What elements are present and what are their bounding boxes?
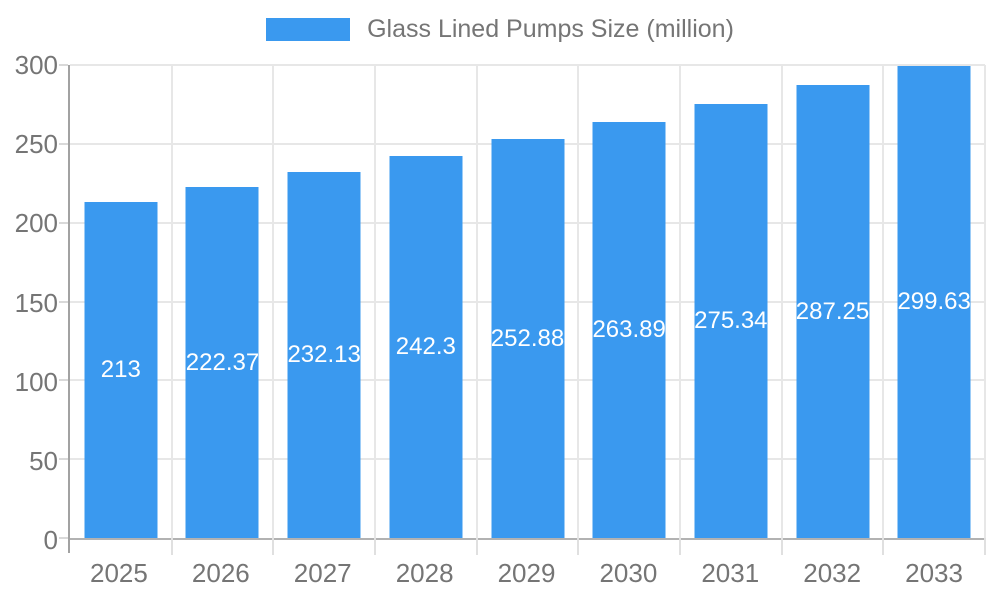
bar-2029[interactable]: 252.88 — [491, 139, 564, 538]
y-axis-label-50: 50 — [29, 445, 58, 476]
bar-value-2031: 275.34 — [694, 306, 768, 334]
gridline-x-boundary-5 — [577, 65, 580, 538]
y-axis-label-200: 200 — [14, 208, 58, 239]
y-axis-stub — [68, 538, 70, 553]
bar-2028[interactable]: 242.3 — [389, 155, 463, 538]
plot-area: 213 222.37 232.13 242.3 252.88 263.89 275.34 28… — [59, 64, 986, 555]
x-axis-label-2032: 2032 — [803, 558, 862, 588]
bar-value-2028: 242.3 — [395, 332, 456, 360]
x-tick-2 — [272, 538, 275, 555]
y-tick-0 — [59, 537, 68, 539]
x-tick-8 — [882, 538, 885, 555]
bar-2033[interactable]: 299.63 — [897, 65, 971, 538]
x-axis-label-2029: 2029 — [497, 558, 556, 588]
bar-2025[interactable]: 213 — [84, 202, 158, 538]
x-tick-4 — [475, 538, 478, 555]
y-axis: 0 50 100 150 200 250 300 — [0, 52, 58, 553]
gridline-x-boundary-8 — [882, 65, 885, 538]
x-axis-label-2025: 2025 — [90, 558, 148, 588]
y-tick-250 — [59, 142, 68, 145]
x-tick-1 — [170, 538, 173, 555]
y-tick-50 — [59, 458, 68, 461]
gridline-x-boundary-6 — [678, 65, 681, 538]
bar-2026[interactable]: 222.37 — [186, 187, 259, 538]
gridline-x-boundary-4 — [475, 65, 478, 538]
y-tick-100 — [59, 379, 68, 382]
bar-2027[interactable]: 232.13 — [287, 172, 361, 538]
bar-2030[interactable]: 263.89 — [592, 121, 666, 538]
bar-value-2027: 232.13 — [287, 341, 361, 368]
y-tick-200 — [59, 221, 68, 224]
bar-value-2025: 213 — [100, 356, 141, 384]
y-axis-label-250: 250 — [14, 129, 58, 160]
legend-swatch-icon — [266, 18, 351, 41]
x-axis-label-2030: 2030 — [599, 558, 658, 588]
y-axis-label-0: 0 — [43, 525, 58, 555]
bar-value-2029: 252.88 — [490, 324, 565, 352]
gridline-x-boundary-1 — [170, 65, 173, 538]
x-axis: 2025 2026 2027 2028 2029 2030 2031 2032 2033 — [68, 560, 985, 590]
legend-label: Glass Lined Pumps Size (million) — [367, 15, 734, 43]
y-axis-label-150: 150 — [14, 287, 58, 318]
gridline-x-boundary-7 — [780, 65, 783, 538]
gridline-y-300 — [70, 64, 985, 66]
gridline-x-boundary-2 — [272, 65, 275, 538]
x-tick-9 — [984, 538, 986, 555]
y-tick-150 — [59, 300, 68, 303]
x-axis-label-2027: 2027 — [293, 558, 352, 588]
y-tick-300 — [59, 64, 68, 66]
x-tick-5 — [577, 538, 580, 555]
bar-value-2032: 287.25 — [795, 297, 870, 325]
gridline-x-boundary-3 — [373, 65, 376, 538]
x-axis-label-2033: 2033 — [905, 558, 963, 588]
x-tick-7 — [780, 538, 783, 555]
bar-2032[interactable]: 287.25 — [796, 85, 869, 538]
x-axis-label-2028: 2028 — [395, 558, 454, 588]
bar-value-2033: 299.63 — [897, 287, 971, 315]
y-axis-label-300: 300 — [14, 50, 58, 80]
bar-value-2026: 222.37 — [185, 348, 260, 376]
x-axis-label-2031: 2031 — [701, 558, 760, 588]
bar-value-2030: 263.89 — [592, 315, 666, 343]
x-tick-6 — [678, 538, 681, 555]
y-axis-label-100: 100 — [14, 366, 58, 397]
x-axis-label-2026: 2026 — [191, 558, 250, 588]
x-tick-3 — [373, 538, 376, 555]
bar-2031[interactable]: 275.34 — [694, 103, 768, 538]
gridline-x-boundary-9 — [984, 65, 986, 538]
legend[interactable]: Glass Lined Pumps Size (million) — [0, 17, 1000, 42]
